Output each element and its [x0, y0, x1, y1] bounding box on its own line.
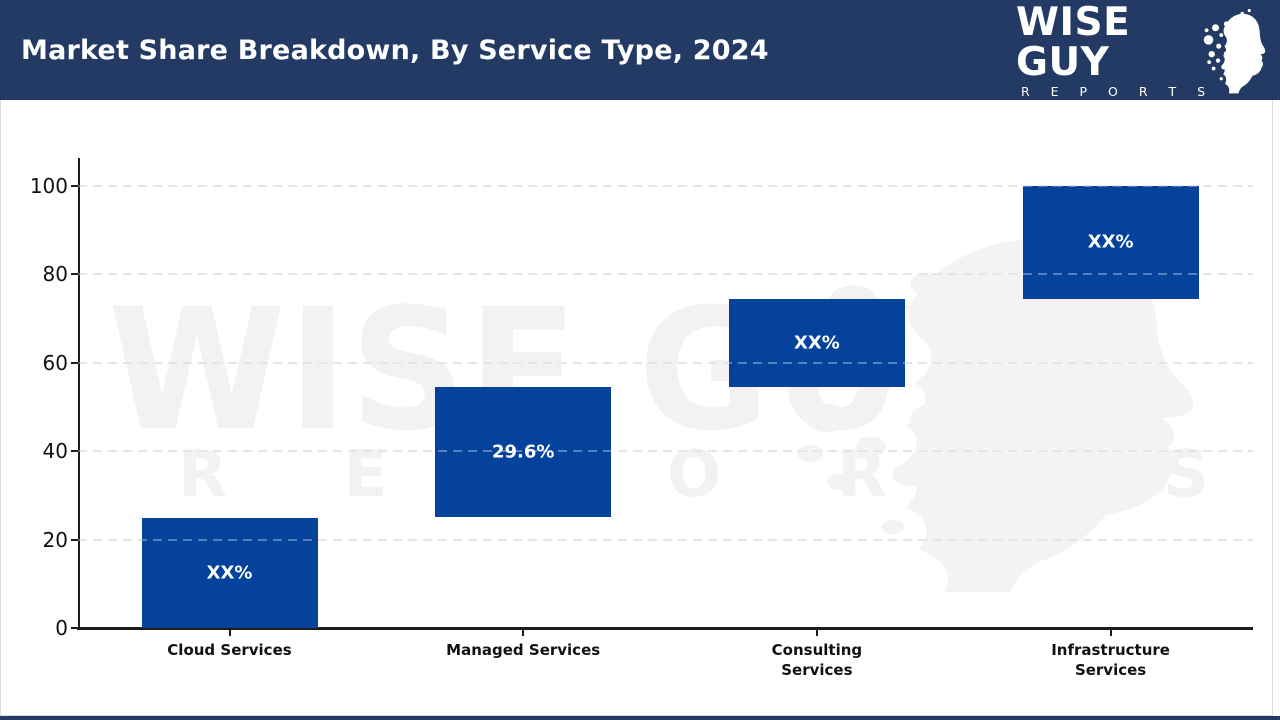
x-category-label-2: Consulting Services	[771, 641, 863, 679]
x-tick-3	[1109, 628, 1112, 636]
gridline-20	[78, 538, 1253, 541]
logo-wiseguy-label: WISE GUY	[1016, 0, 1131, 85]
y-tick-80	[71, 273, 78, 276]
x-tick-1	[522, 628, 525, 636]
footer-accent-bar	[0, 716, 1280, 720]
x-category-label-0: Cloud Services	[167, 641, 292, 659]
x-tick-0	[228, 628, 231, 636]
wise-guy-reports-logo: WISE GUY R E P O R T S	[1016, 0, 1266, 100]
y-tick-20	[71, 538, 78, 541]
gridline-overlay-80	[78, 273, 1253, 276]
logo-reports-label: R E P O R T S	[1021, 84, 1214, 99]
bar-1	[435, 386, 612, 518]
logo-text: WISE GUY R E P O R T S	[1016, 0, 1216, 100]
gridline-overlay-20	[78, 538, 1253, 541]
gridline-40	[78, 450, 1253, 453]
x-category-label-3: Infrastructure Services	[1051, 641, 1170, 679]
bar-value-label-1: 29.6%	[491, 441, 555, 463]
gridline-100	[78, 185, 1253, 187]
bar-value-label-3: XX%	[1087, 231, 1134, 253]
y-tick-0	[71, 627, 78, 629]
y-tick-label-0: 0	[55, 616, 68, 640]
x-tick-2	[815, 628, 818, 636]
header-band: Market Share Breakdown, By Service Type,…	[0, 0, 1280, 100]
y-tick-60	[71, 361, 78, 364]
y-tick-label-20: 20	[42, 527, 68, 552]
gridline-80	[78, 273, 1253, 276]
x-axis-line	[77, 627, 1253, 630]
gridline-overlay-60	[78, 361, 1253, 364]
y-tick-40	[71, 450, 78, 453]
y-tick-label-40: 40	[42, 439, 68, 464]
y-tick-label-100: 100	[29, 174, 68, 198]
y-tick-100	[71, 185, 78, 187]
bar-value-label-2: XX%	[793, 332, 840, 354]
bar-value-label-0: XX%	[206, 562, 253, 584]
gridline-60	[78, 361, 1253, 364]
x-category-label-1: Managed Services	[446, 641, 601, 659]
gridline-overlay-100	[78, 185, 1253, 187]
chart-title: Market Share Breakdown, By Service Type,…	[21, 34, 769, 66]
y-axis-line	[78, 158, 80, 630]
y-tick-label-60: 60	[42, 350, 68, 375]
gridline-overlay-40	[78, 450, 1253, 453]
bar-0	[141, 517, 318, 628]
y-tick-label-80: 80	[42, 262, 68, 287]
